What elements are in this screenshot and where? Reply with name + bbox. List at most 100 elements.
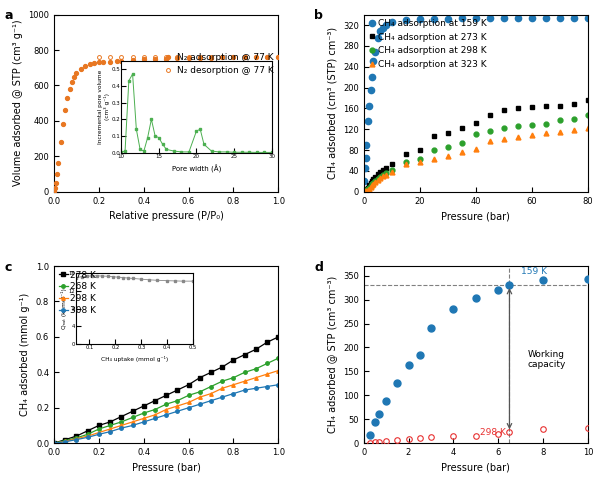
Text: 159 K: 159 K xyxy=(521,267,547,276)
308 K xyxy=(73,437,80,443)
CH₄ adsorption at 159 K xyxy=(529,15,536,20)
N₂ desorption @ 77 K xyxy=(174,54,181,60)
Text: Working
capacity: Working capacity xyxy=(527,350,566,369)
CH₄ adsorption at 298 K xyxy=(382,170,389,176)
CH₄ adsorption at 159 K xyxy=(584,15,592,20)
N₂ adsorption @ 77 K xyxy=(163,56,170,62)
CH₄ adsorption at 323 K xyxy=(542,131,550,136)
Line: 278 K: 278 K xyxy=(52,335,280,445)
278 K xyxy=(174,387,181,393)
CH₄ adsorption at 323 K xyxy=(371,179,379,185)
CH₄ adsorption at 273 K xyxy=(361,188,368,194)
278 K xyxy=(140,403,148,409)
298 K xyxy=(241,378,248,384)
CH₄ adsorption at 298 K xyxy=(458,140,466,146)
CH₄ adsorption at 298 K xyxy=(500,125,508,131)
298 K xyxy=(275,368,282,374)
CH₄ adsorption at 323 K xyxy=(388,169,395,175)
CH₄ adsorption at 159 K xyxy=(500,15,508,20)
CH₄ adsorption at 323 K xyxy=(370,181,377,187)
CH₄ adsorption at 273 K xyxy=(370,176,377,182)
N₂ adsorption @ 77 K xyxy=(71,74,78,79)
CH₄ adsorption at 159 K xyxy=(402,17,409,23)
Line: N₂ desorption @ 77 K: N₂ desorption @ 77 K xyxy=(97,55,280,59)
298 K xyxy=(253,375,260,380)
268 K xyxy=(185,393,192,398)
CH₄ adsorption at 159 K xyxy=(365,103,373,109)
CH₄ adsorption at 323 K xyxy=(444,153,451,159)
Y-axis label: CH₄ adsorbed (mmol g⁻¹): CH₄ adsorbed (mmol g⁻¹) xyxy=(20,293,31,416)
298 K xyxy=(218,385,226,391)
CH₄ adsorption at 323 K xyxy=(363,187,370,193)
CH₄ adsorption at 159 K xyxy=(486,15,493,21)
CH₄ adsorption at 298 K xyxy=(368,182,376,187)
N₂ adsorption @ 77 K xyxy=(77,66,85,72)
CH₄ adsorption at 273 K xyxy=(371,174,379,180)
CH₄ adsorption at 159 K xyxy=(362,155,369,161)
308 K xyxy=(118,425,125,431)
298 K xyxy=(263,371,271,377)
N₂ adsorption @ 77 K xyxy=(263,54,271,60)
N₂ adsorption @ 77 K xyxy=(275,54,282,59)
CH₄ adsorption at 159 K xyxy=(556,15,563,20)
268 K xyxy=(95,426,103,432)
308 K xyxy=(106,429,113,434)
CH₄ adsorption at 159 K xyxy=(388,19,395,25)
N₂ adsorption @ 77 K xyxy=(208,55,215,60)
268 K xyxy=(275,355,282,361)
CH₄ adsorption at 323 K xyxy=(364,187,371,192)
278 K xyxy=(73,433,80,439)
CH₄ adsorption at 159 K xyxy=(416,17,424,22)
N₂ adsorption @ 77 K xyxy=(174,56,181,61)
CH₄ adsorption at 273 K xyxy=(529,104,536,110)
308 K xyxy=(196,401,203,407)
268 K xyxy=(151,407,158,412)
CH₄ adsorption at 273 K xyxy=(430,133,437,139)
N₂ adsorption @ 77 K xyxy=(241,54,248,60)
CH₄ adsorption at 323 K xyxy=(402,161,409,167)
N₂ desorption @ 77 K xyxy=(241,54,248,60)
308 K xyxy=(218,394,226,400)
N₂ adsorption @ 77 K xyxy=(64,95,71,101)
N₂ adsorption @ 77 K xyxy=(129,57,136,63)
CH₄ adsorption at 298 K xyxy=(380,172,387,178)
CH₄ adsorption at 323 K xyxy=(486,138,493,144)
CH₄ adsorption at 273 K xyxy=(382,165,389,170)
CH₄ adsorption at 323 K xyxy=(361,188,368,194)
278 K xyxy=(62,437,69,443)
CH₄ adsorption at 273 K xyxy=(542,103,550,109)
278 K xyxy=(263,339,271,345)
CH₄ adsorption at 323 K xyxy=(556,129,563,135)
N₂ adsorption @ 77 K xyxy=(151,56,158,62)
CH₄ adsorption at 323 K xyxy=(584,125,592,131)
CH₄ adsorption at 273 K xyxy=(472,120,479,126)
308 K xyxy=(208,398,215,404)
308 K xyxy=(230,391,237,396)
N₂ adsorption @ 77 K xyxy=(95,59,103,65)
Legend: N₂ adsorption @ 77 K, N₂ desorption @ 77 K: N₂ adsorption @ 77 K, N₂ desorption @ 77… xyxy=(163,53,274,75)
CH₄ adsorption at 159 K xyxy=(368,74,376,80)
268 K xyxy=(241,370,248,375)
298 K xyxy=(106,426,113,432)
CH₄ adsorption at 273 K xyxy=(363,186,370,192)
268 K xyxy=(50,440,58,446)
298 K xyxy=(140,415,148,421)
CH₄ adsorption at 159 K xyxy=(458,15,466,21)
CH₄ adsorption at 273 K xyxy=(365,183,373,188)
CH₄ adsorption at 273 K xyxy=(377,169,384,175)
Line: CH₄ adsorption at 298 K: CH₄ adsorption at 298 K xyxy=(362,112,590,194)
CH₄ adsorption at 159 K xyxy=(382,22,389,28)
268 K xyxy=(230,375,237,380)
CH₄ adsorption at 323 K xyxy=(368,183,376,188)
CH₄ adsorption at 323 K xyxy=(362,188,369,194)
CH₄ adsorption at 273 K xyxy=(364,185,371,190)
N₂ desorption @ 77 K xyxy=(95,54,103,59)
N₂ desorption @ 77 K xyxy=(151,54,158,59)
CH₄ adsorption at 159 K xyxy=(361,178,368,184)
N₂ adsorption @ 77 K xyxy=(52,185,59,191)
CH₄ adsorption at 273 K xyxy=(556,103,563,109)
N₂ adsorption @ 77 K xyxy=(50,188,58,194)
CH₄ adsorption at 323 K xyxy=(365,186,373,191)
Text: d: d xyxy=(314,261,323,274)
CH₄ adsorption at 159 K xyxy=(361,166,368,171)
